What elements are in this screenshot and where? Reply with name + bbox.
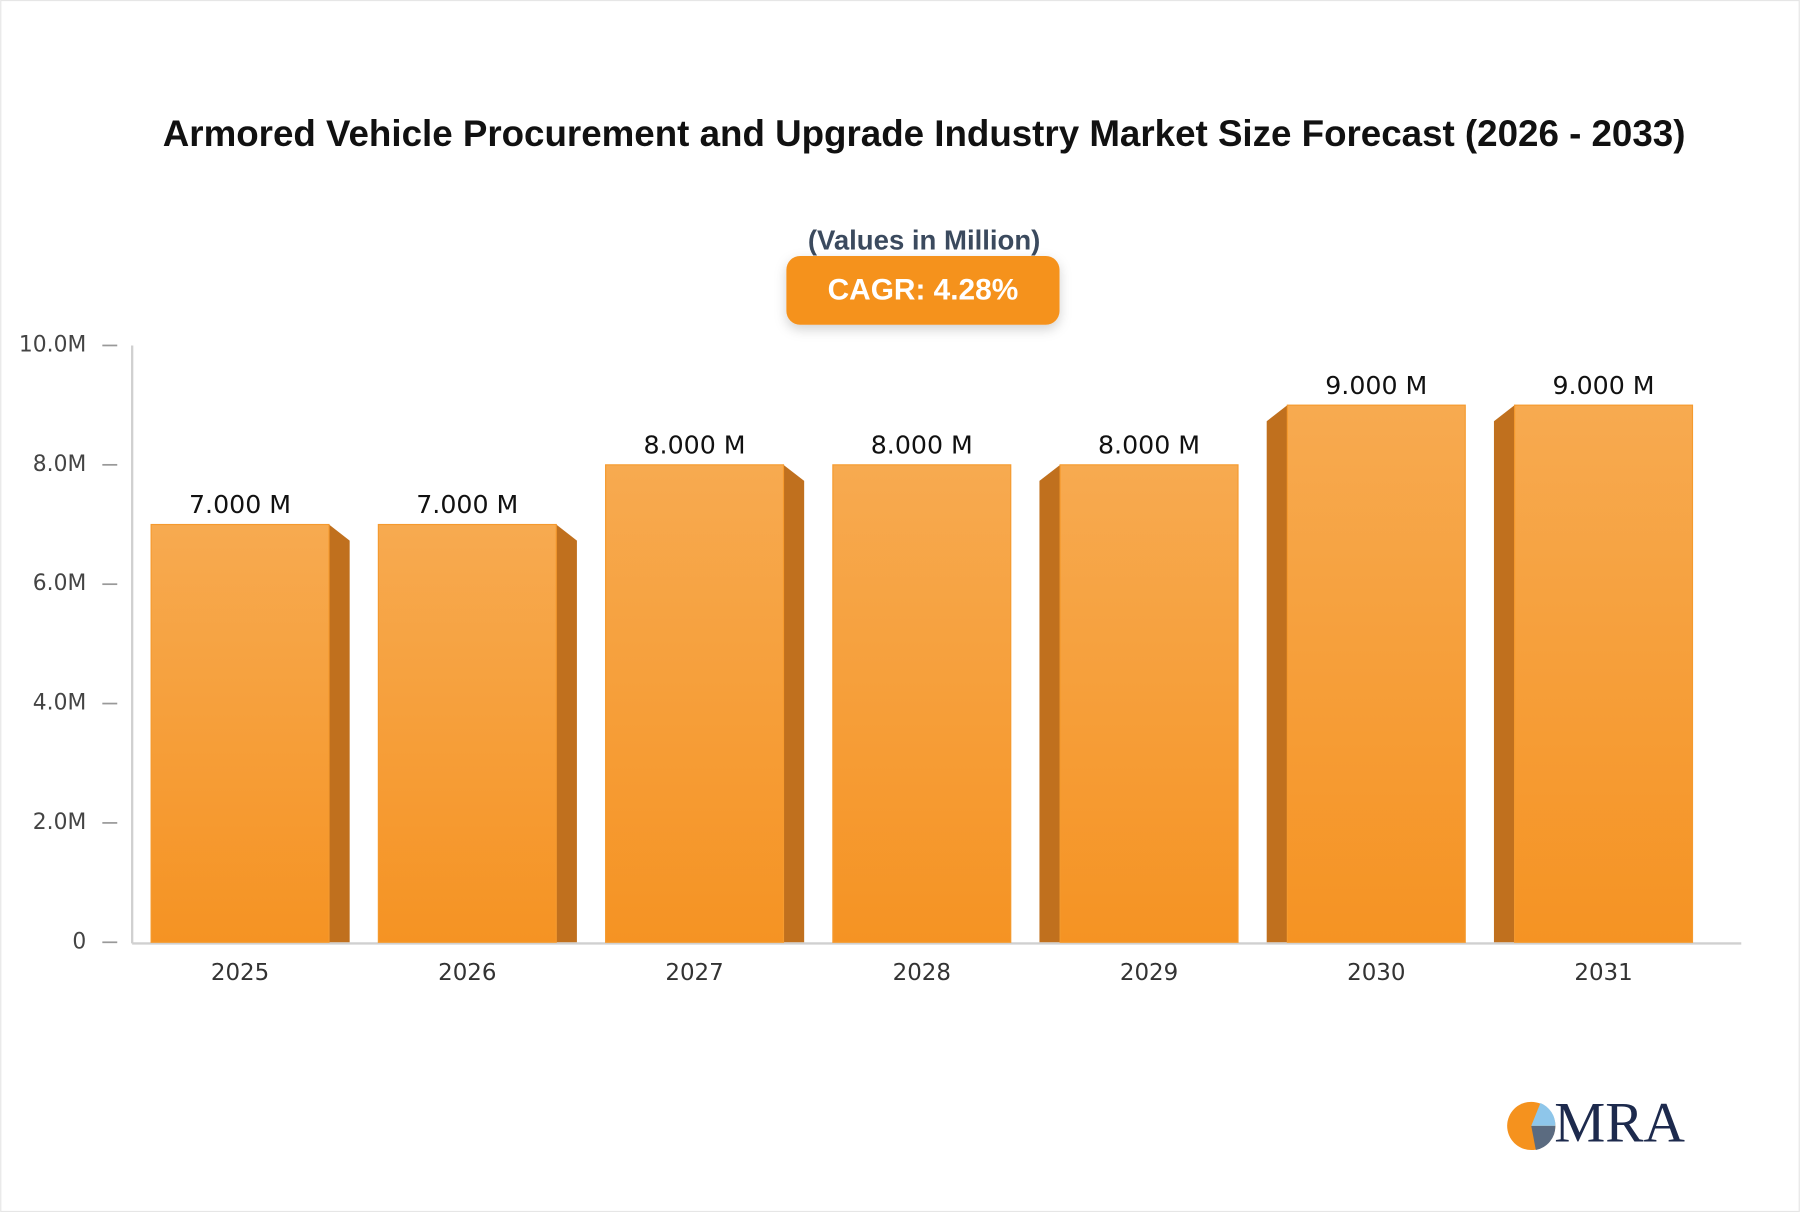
value-label: 7.000 M bbox=[416, 490, 518, 519]
logo-icon-slice bbox=[1531, 1125, 1556, 1151]
bar-side bbox=[1493, 405, 1515, 943]
logo-text: MRA bbox=[1554, 1091, 1685, 1154]
title-box: Armored Vehicle Procurement and Upgrade … bbox=[162, 112, 1686, 154]
bar bbox=[1514, 404, 1694, 943]
value-label: 9.000 M bbox=[1553, 371, 1655, 400]
value-label: 8.000 M bbox=[1098, 430, 1200, 459]
bar-side bbox=[329, 524, 350, 943]
x-tick-label: 2029 bbox=[1120, 960, 1178, 986]
x-tick-label: 2031 bbox=[1574, 960, 1632, 986]
cagr-badge bbox=[786, 255, 1060, 325]
x-tick-label: 2030 bbox=[1347, 960, 1405, 986]
bar bbox=[377, 523, 557, 943]
y-tick-label: 0 bbox=[72, 929, 86, 954]
y-tick-label: 6.0M bbox=[33, 571, 86, 596]
x-tick-label: 2027 bbox=[665, 960, 723, 986]
x-tick-label: 2025 bbox=[211, 960, 269, 986]
bar bbox=[150, 523, 330, 943]
bar-side bbox=[1266, 405, 1288, 943]
value-label: 8.000 M bbox=[871, 430, 973, 459]
x-tick-label: 2028 bbox=[893, 960, 951, 986]
bar bbox=[1059, 464, 1239, 943]
x-tick-label: 2026 bbox=[438, 960, 496, 986]
bar bbox=[1286, 404, 1466, 943]
y-tick-label: 8.0M bbox=[33, 452, 86, 477]
bar bbox=[832, 464, 1012, 943]
bar-side bbox=[1039, 464, 1061, 943]
chart-title: Armored Vehicle Procurement and Upgrade … bbox=[162, 112, 1686, 154]
logo-icon-slice bbox=[1531, 1102, 1556, 1126]
bar-side bbox=[556, 524, 577, 943]
y-tick-label: 4.0M bbox=[33, 691, 86, 716]
value-label: 8.000 M bbox=[644, 430, 746, 459]
y-tick-label: 2.0M bbox=[33, 810, 86, 835]
bar bbox=[605, 464, 785, 943]
value-label: 7.000 M bbox=[189, 490, 291, 519]
cagr-text: CAGR: 4.28% bbox=[828, 273, 1019, 306]
y-tick-label: 10.0M bbox=[19, 332, 86, 357]
chart-subtitle: (Values in Million) bbox=[808, 224, 1041, 255]
bar-side bbox=[783, 464, 805, 943]
value-label: 9.000 M bbox=[1325, 371, 1427, 400]
